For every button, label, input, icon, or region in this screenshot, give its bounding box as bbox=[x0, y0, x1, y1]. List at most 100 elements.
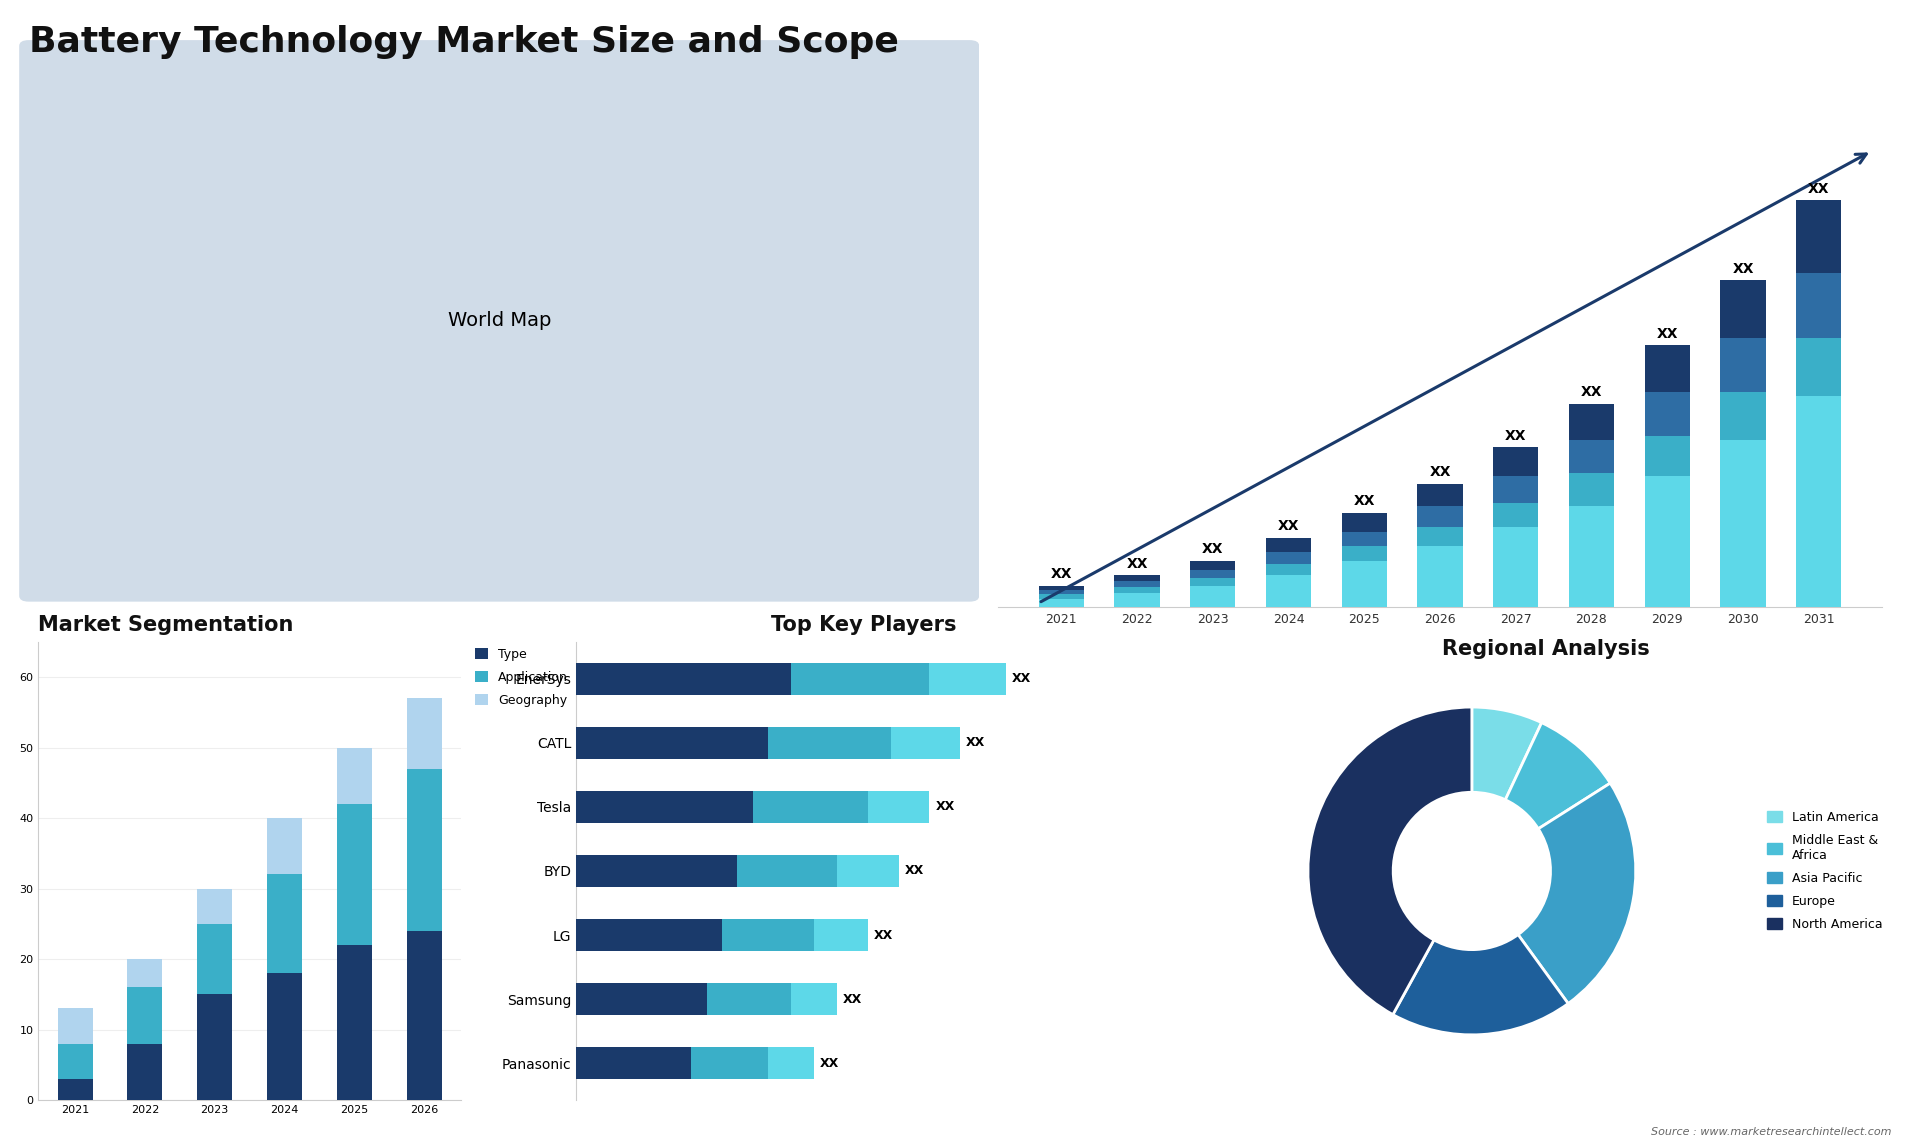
Bar bbox=[1645, 435, 1690, 477]
Text: XX: XX bbox=[966, 736, 985, 749]
Text: XX: XX bbox=[1809, 181, 1830, 196]
Bar bbox=[1720, 280, 1766, 338]
Bar bbox=[407, 931, 442, 1100]
Bar bbox=[707, 983, 791, 1015]
Bar bbox=[1039, 595, 1085, 598]
Bar bbox=[576, 919, 722, 951]
Bar bbox=[1645, 345, 1690, 392]
Bar bbox=[1795, 199, 1841, 273]
Text: XX: XX bbox=[1354, 494, 1375, 509]
Bar bbox=[1265, 575, 1311, 607]
Bar bbox=[1795, 338, 1841, 397]
Bar bbox=[1114, 592, 1160, 607]
Bar bbox=[1114, 587, 1160, 592]
Bar bbox=[576, 983, 707, 1015]
Bar bbox=[1569, 473, 1615, 505]
Bar bbox=[768, 1047, 814, 1080]
Bar bbox=[1417, 547, 1463, 607]
Bar bbox=[1342, 532, 1386, 547]
Bar bbox=[1720, 338, 1766, 392]
Bar bbox=[868, 791, 929, 823]
Bar bbox=[1039, 590, 1085, 595]
Text: XX: XX bbox=[874, 928, 893, 942]
Bar bbox=[1190, 586, 1235, 607]
Text: XX: XX bbox=[1012, 672, 1031, 685]
Bar bbox=[1039, 586, 1085, 590]
Text: XX: XX bbox=[1202, 542, 1223, 557]
Bar bbox=[929, 662, 1006, 694]
Bar bbox=[336, 747, 372, 804]
Bar bbox=[768, 727, 891, 759]
Bar bbox=[127, 988, 163, 1044]
Bar bbox=[576, 855, 737, 887]
Bar bbox=[722, 919, 814, 951]
Text: XX: XX bbox=[1127, 557, 1148, 571]
Text: XX: XX bbox=[1580, 385, 1603, 399]
Text: Battery Technology Market Size and Scope: Battery Technology Market Size and Scope bbox=[29, 25, 899, 60]
Bar bbox=[1645, 392, 1690, 435]
Legend: Type, Application, Geography: Type, Application, Geography bbox=[476, 647, 568, 707]
Bar bbox=[1720, 392, 1766, 440]
Bar bbox=[1720, 440, 1766, 607]
Wedge shape bbox=[1473, 707, 1542, 800]
Bar bbox=[1265, 537, 1311, 552]
Bar bbox=[576, 791, 753, 823]
Bar bbox=[1114, 575, 1160, 581]
Text: Source : www.marketresearchintellect.com: Source : www.marketresearchintellect.com bbox=[1651, 1127, 1891, 1137]
Text: XX: XX bbox=[843, 992, 862, 1006]
Bar bbox=[267, 818, 301, 874]
Text: XX: XX bbox=[820, 1057, 839, 1070]
Bar bbox=[336, 945, 372, 1100]
Bar bbox=[198, 995, 232, 1100]
Bar bbox=[1342, 512, 1386, 532]
Bar bbox=[1342, 547, 1386, 560]
Text: XX: XX bbox=[1428, 465, 1452, 479]
Bar bbox=[1494, 503, 1538, 527]
Legend: Latin America, Middle East &
Africa, Asia Pacific, Europe, North America: Latin America, Middle East & Africa, Asi… bbox=[1766, 811, 1882, 931]
Title: Regional Analysis: Regional Analysis bbox=[1442, 639, 1649, 659]
Bar bbox=[1417, 527, 1463, 547]
Bar bbox=[58, 1080, 92, 1100]
Bar bbox=[1795, 273, 1841, 338]
Bar bbox=[837, 855, 899, 887]
Bar bbox=[127, 1044, 163, 1100]
Bar bbox=[1417, 505, 1463, 527]
Bar bbox=[1494, 527, 1538, 607]
Wedge shape bbox=[1519, 783, 1636, 1004]
Text: XX: XX bbox=[904, 864, 924, 878]
Bar bbox=[198, 924, 232, 995]
Bar bbox=[1569, 440, 1615, 473]
Bar bbox=[753, 791, 868, 823]
FancyBboxPatch shape bbox=[19, 40, 979, 602]
Bar bbox=[691, 1047, 768, 1080]
Bar bbox=[267, 874, 301, 973]
Text: XX: XX bbox=[1732, 261, 1753, 275]
Bar bbox=[737, 855, 837, 887]
Bar bbox=[1190, 560, 1235, 570]
Text: XX: XX bbox=[1277, 519, 1300, 533]
Bar bbox=[58, 1008, 92, 1044]
Bar bbox=[1190, 579, 1235, 586]
Title: Top Key Players: Top Key Players bbox=[772, 614, 956, 635]
Bar bbox=[1265, 552, 1311, 564]
Bar bbox=[1265, 564, 1311, 575]
Bar bbox=[576, 662, 791, 694]
Bar bbox=[1494, 477, 1538, 503]
Bar bbox=[407, 769, 442, 931]
Wedge shape bbox=[1392, 935, 1569, 1035]
Bar bbox=[1190, 570, 1235, 579]
Bar bbox=[791, 983, 837, 1015]
Bar bbox=[198, 888, 232, 924]
Text: XX: XX bbox=[1050, 567, 1071, 581]
Bar bbox=[1342, 560, 1386, 607]
Bar bbox=[791, 662, 929, 694]
Bar bbox=[576, 727, 768, 759]
Text: Market Segmentation: Market Segmentation bbox=[38, 614, 294, 635]
Bar bbox=[127, 959, 163, 988]
Text: World Map: World Map bbox=[447, 312, 551, 330]
Bar bbox=[814, 919, 868, 951]
Bar bbox=[891, 727, 960, 759]
Bar bbox=[58, 1044, 92, 1080]
Bar bbox=[407, 698, 442, 769]
Text: XX: XX bbox=[935, 800, 954, 814]
